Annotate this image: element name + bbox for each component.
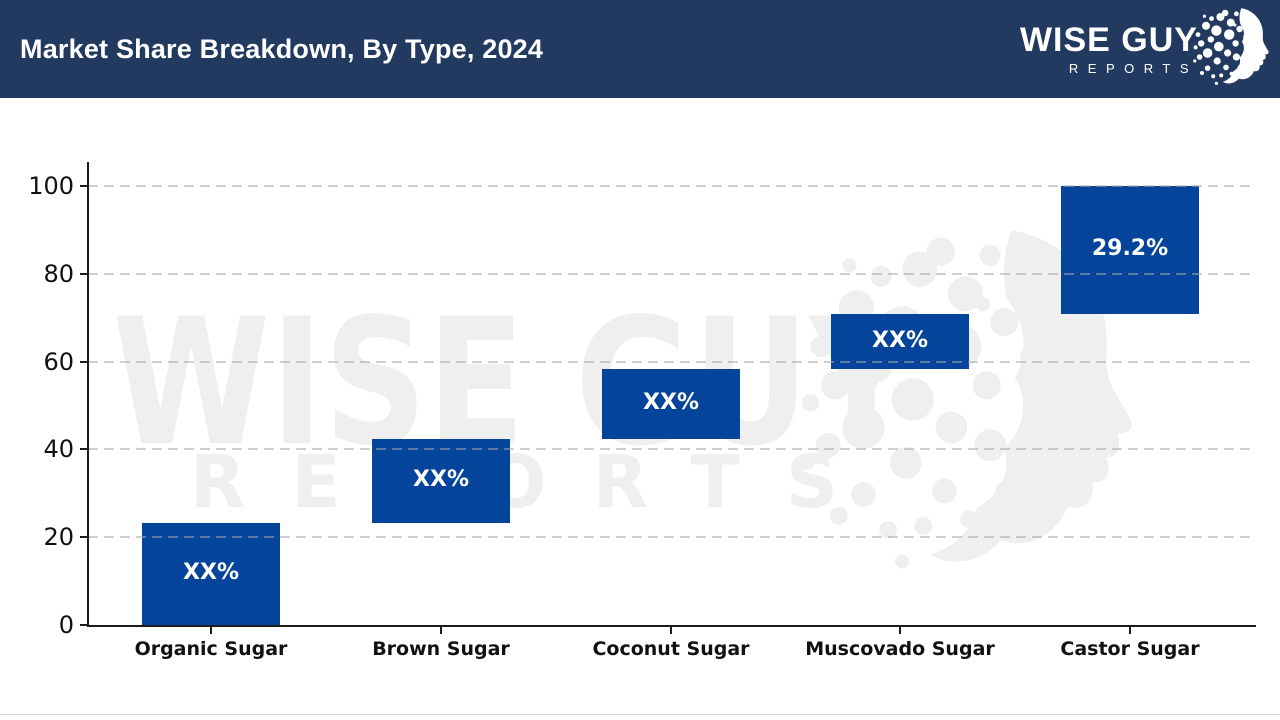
x-tick-mark bbox=[670, 627, 672, 634]
grid-line bbox=[88, 185, 1255, 187]
y-tick-label: 40 bbox=[43, 435, 74, 464]
bar-segment bbox=[602, 369, 740, 439]
dotted-head-icon bbox=[1190, 5, 1270, 93]
brand-name: WISE GUY bbox=[1019, 21, 1198, 59]
x-category-label: Muscovado Sugar bbox=[805, 638, 995, 660]
y-tick-label: 80 bbox=[43, 259, 74, 288]
y-tick-label: 60 bbox=[43, 347, 74, 376]
y-tick-mark bbox=[80, 360, 87, 363]
brand-logo: WISE GUY REPORTS bbox=[1020, 0, 1270, 98]
x-tick-mark bbox=[899, 627, 901, 634]
x-tick-mark bbox=[1129, 627, 1131, 634]
y-tick-mark bbox=[80, 448, 87, 451]
x-category-label: Brown Sugar bbox=[372, 638, 510, 660]
y-tick-label: 20 bbox=[43, 523, 74, 552]
x-category-label: Coconut Sugar bbox=[592, 638, 750, 660]
x-tick-mark bbox=[210, 627, 212, 634]
grid-line bbox=[88, 272, 1255, 275]
bar-value-label: XX% bbox=[413, 467, 469, 492]
y-tick-label: 0 bbox=[58, 611, 74, 639]
y-tick-mark bbox=[80, 272, 87, 275]
x-category-label: Castor Sugar bbox=[1060, 638, 1200, 660]
x-category-label: Organic Sugar bbox=[134, 638, 288, 660]
grid-line bbox=[88, 536, 1255, 539]
x-tick-mark bbox=[440, 627, 442, 634]
header-bar: Market Share Breakdown, By Type, 2024 WI… bbox=[0, 0, 1280, 98]
y-tick-label: 100 bbox=[28, 172, 74, 200]
grid-line bbox=[88, 360, 1255, 363]
grid-line bbox=[88, 448, 1255, 451]
y-tick-mark bbox=[80, 624, 87, 626]
y-tick-mark bbox=[80, 536, 87, 539]
x-axis-line bbox=[87, 625, 1256, 627]
page-bottom-divider bbox=[0, 714, 1280, 715]
y-axis-line bbox=[87, 162, 89, 627]
y-tick-mark bbox=[80, 185, 87, 187]
bar-segment bbox=[372, 438, 510, 524]
bar-segment bbox=[142, 523, 280, 625]
bar-value-label: XX% bbox=[643, 389, 699, 415]
brand-subname: REPORTS bbox=[1068, 61, 1198, 76]
bar-value-label: XX% bbox=[183, 560, 239, 586]
page-title: Market Share Breakdown, By Type, 2024 bbox=[20, 34, 544, 64]
brand-logo-text: WISE GUY REPORTS bbox=[1020, 22, 1198, 76]
